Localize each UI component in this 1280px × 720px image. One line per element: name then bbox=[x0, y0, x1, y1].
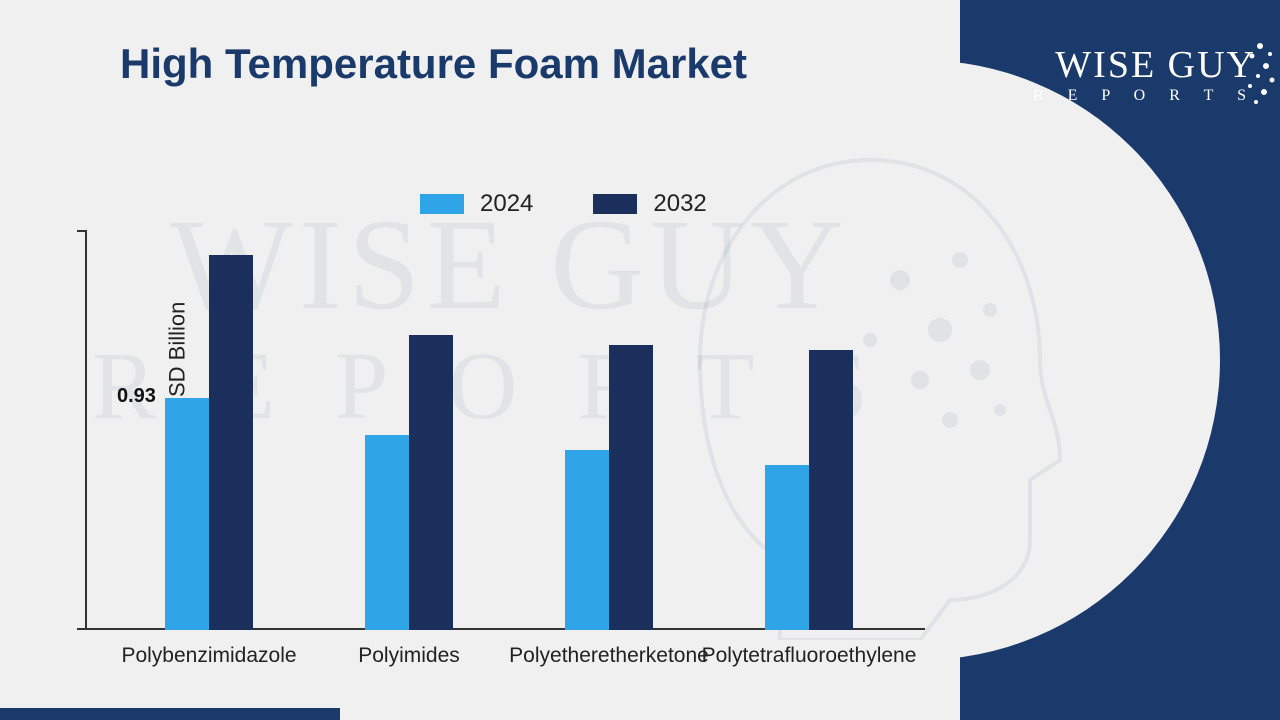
bottom-accent-bar bbox=[0, 708, 340, 720]
chart-bar bbox=[565, 450, 609, 630]
plot-area: 0.93Polybenzimidazole Polyimides Polyether… bbox=[85, 230, 925, 630]
bar-value-label: 0.93 bbox=[117, 385, 156, 408]
chart-legend: 2024 2032 bbox=[420, 190, 707, 218]
bar-group: Polyetheretherketone bbox=[565, 345, 653, 630]
legend-swatch bbox=[420, 194, 464, 214]
category-label: Polybenzimidazole bbox=[121, 644, 296, 668]
legend-label: 2024 bbox=[480, 190, 533, 218]
category-label: Polytetrafluoroethylene bbox=[702, 644, 917, 668]
y-tick bbox=[77, 628, 85, 630]
category-label: Polyimides bbox=[358, 644, 460, 668]
bar-group: 0.93Polybenzimidazole bbox=[165, 255, 253, 630]
chart-title: High Temperature Foam Market bbox=[120, 40, 747, 88]
legend-swatch bbox=[593, 194, 637, 214]
category-label: Polyetheretherketone bbox=[509, 644, 709, 668]
logo-line2: R E P O R T S bbox=[1033, 88, 1256, 104]
chart-bar bbox=[609, 345, 653, 630]
legend-item: 2032 bbox=[593, 190, 706, 218]
chart-bar bbox=[365, 435, 409, 630]
legend-label: 2032 bbox=[653, 190, 706, 218]
chart-bar bbox=[165, 398, 209, 631]
chart-bar bbox=[809, 350, 853, 630]
chart-bar bbox=[209, 255, 253, 630]
bar-group: Polytetrafluoroethylene bbox=[765, 350, 853, 630]
bar-chart: Market Size in USD Billion 0.93Polybenzi… bbox=[85, 230, 925, 630]
bar-group: Polyimides bbox=[365, 335, 453, 630]
logo-line1: WISE GUY bbox=[1033, 46, 1256, 84]
chart-bar bbox=[409, 335, 453, 630]
y-tick bbox=[77, 230, 85, 232]
brand-logo: WISE GUY R E P O R T S bbox=[1033, 46, 1256, 104]
legend-item: 2024 bbox=[420, 190, 533, 218]
chart-canvas: WISE GUY R E P O R T S WISE GUY REPORTS … bbox=[0, 0, 1280, 720]
chart-bar bbox=[765, 465, 809, 630]
